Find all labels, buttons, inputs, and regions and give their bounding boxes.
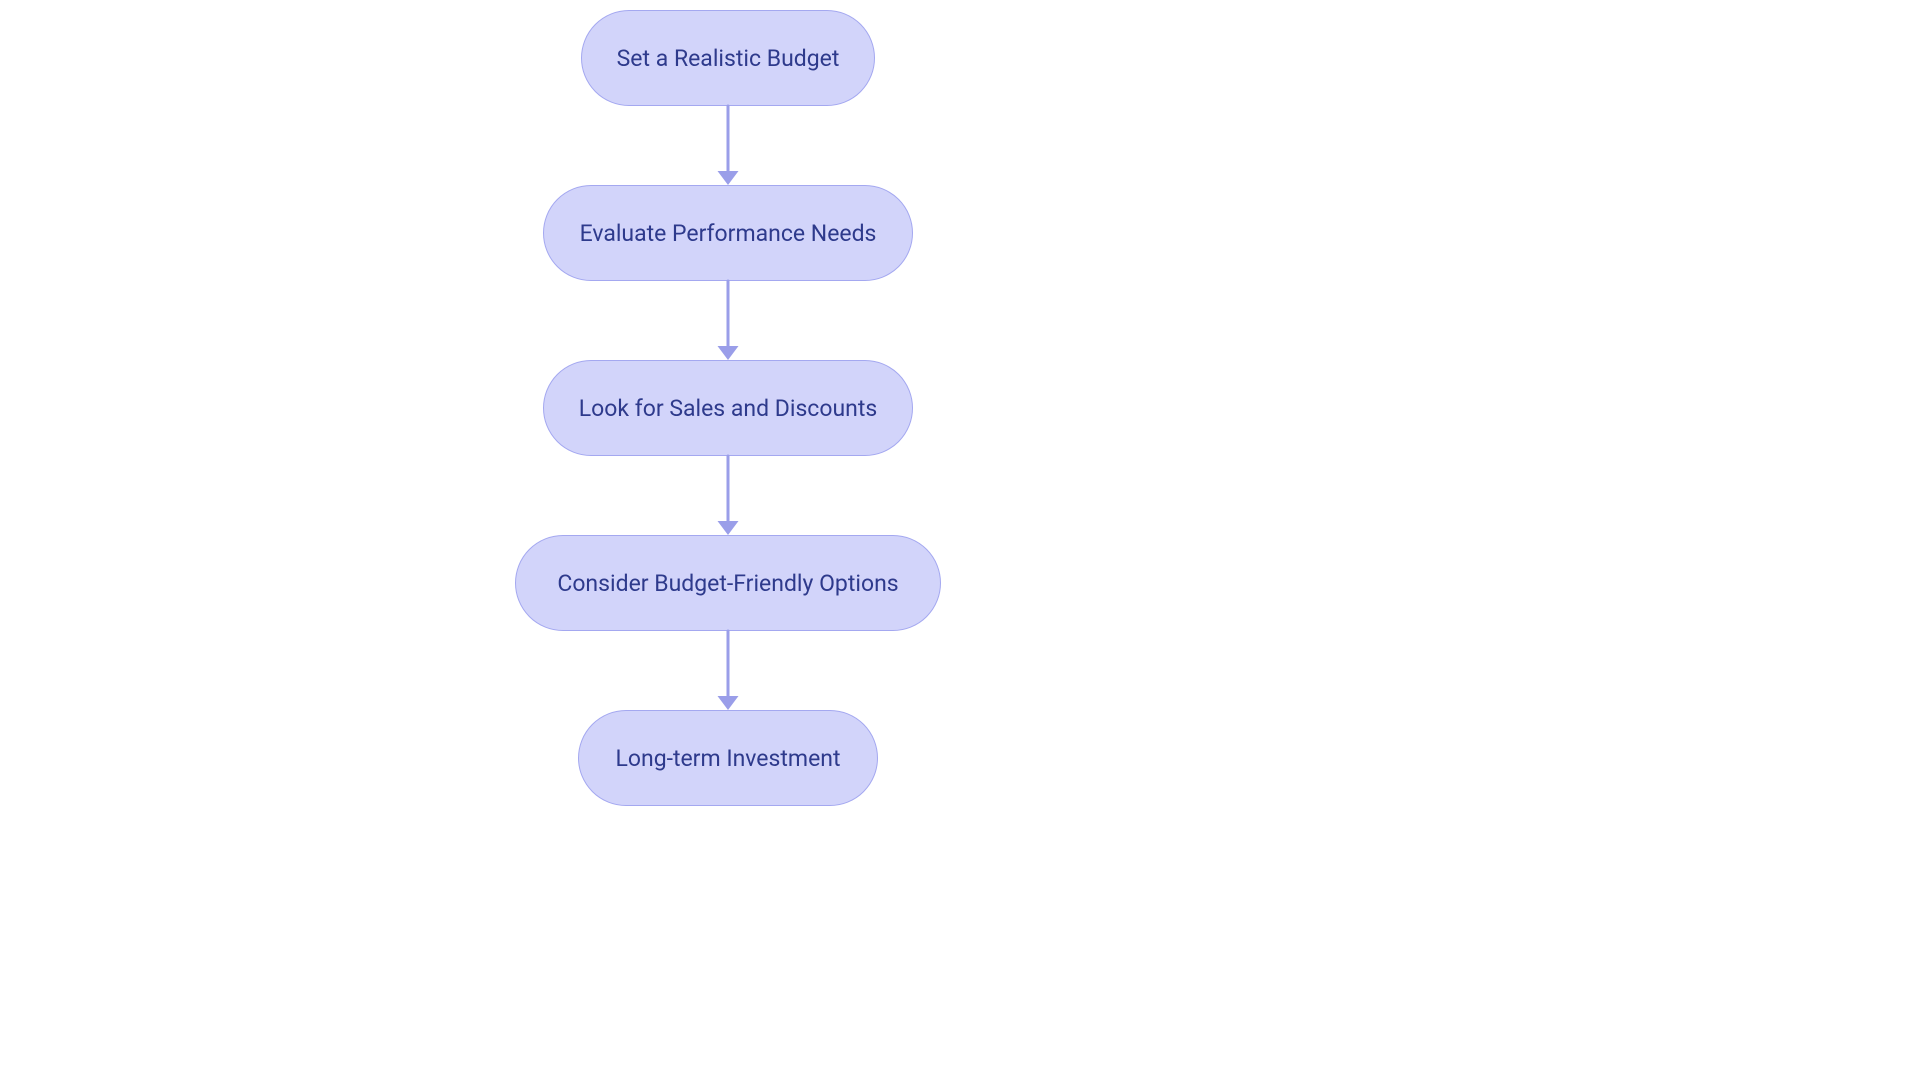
flow-node-label: Long-term Investment (615, 745, 840, 772)
flow-node-label: Look for Sales and Discounts (579, 395, 878, 422)
flow-node-4: Consider Budget-Friendly Options (515, 535, 941, 631)
flow-node-1: Set a Realistic Budget (581, 10, 875, 106)
flow-node-label: Set a Realistic Budget (617, 45, 840, 72)
flow-node-5: Long-term Investment (578, 710, 878, 806)
flow-node-3: Look for Sales and Discounts (543, 360, 913, 456)
flow-node-2: Evaluate Performance Needs (543, 185, 913, 281)
flowchart-canvas: Set a Realistic Budget Evaluate Performa… (0, 0, 1920, 1083)
flow-edges (0, 0, 1920, 1083)
flow-node-label: Evaluate Performance Needs (580, 220, 877, 247)
flow-node-label: Consider Budget-Friendly Options (557, 570, 898, 597)
